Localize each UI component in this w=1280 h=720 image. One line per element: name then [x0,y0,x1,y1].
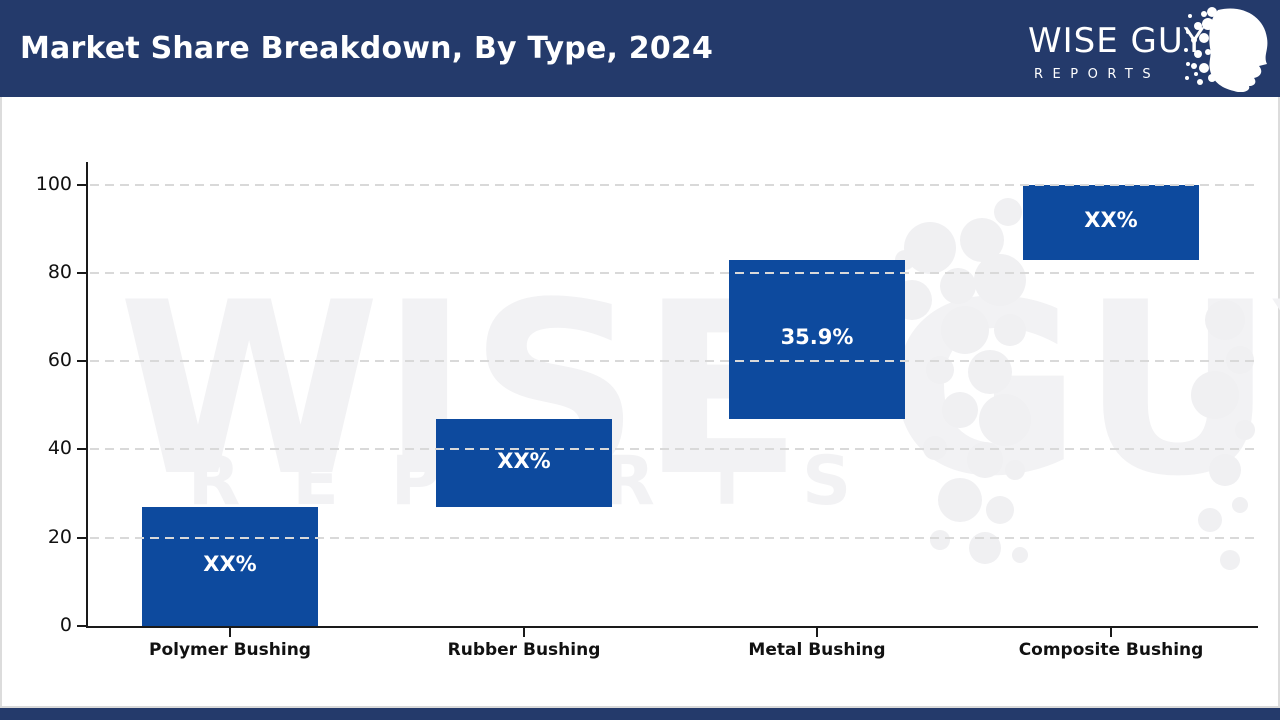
y-tick-100 [77,183,86,186]
x-tick-1 [523,628,525,637]
y-tick-label-20: 20 [47,525,72,548]
logo-tagline-text: REPORTS [1034,67,1160,82]
x-tick-3 [1110,628,1112,637]
y-tick-0 [77,625,86,627]
y-tick-label-60: 60 [47,349,72,372]
bar-value-label: XX% [497,448,551,473]
bar-value-label: XX% [1084,208,1138,233]
x-axis-line [86,626,1258,628]
bar-value-label: XX% [203,552,257,577]
bar-rubber-bushing: XX% [436,418,612,507]
x-category-label: Rubber Bushing [447,640,601,660]
y-tick-label-0: 0 [59,614,72,636]
wiseguy-logo-graphic: WISE GUY REPORTS [1028,7,1268,93]
footer-bar [0,706,1280,720]
bar-polymer-bushing: XX% [142,506,318,626]
gridline-60 [90,360,1254,363]
y-axis-line [86,162,88,628]
y-tick-label-80: 80 [47,260,72,283]
y-tick-40 [77,448,86,451]
gridline-100 [90,183,1254,186]
x-category-label: Metal Bushing [748,640,886,660]
x-tick-0 [229,628,231,637]
y-tick-label-40: 40 [47,437,72,460]
watermark-text: WISE GUY [118,252,1280,529]
bar-composite-bushing: XX% [1023,184,1199,261]
wiseguy-logo: WISE GUY REPORTS [1022,4,1272,93]
header-bar: Market Share Breakdown, By Type, 2024 WI… [0,0,1280,97]
x-category-label: Polymer Bushing [149,640,311,660]
y-tick-20 [77,536,86,539]
x-category-label: Composite Bushing [1018,640,1204,660]
logo-name-text: WISE GUY [1028,21,1206,61]
y-tick-60 [77,360,86,363]
y-tick-label-100: 100 [35,172,72,195]
y-tick-80 [77,271,86,274]
gridline-80 [90,271,1254,274]
logo-face-icon [1184,7,1268,93]
bar-metal-bushing: 35.9% [729,260,905,419]
gridline-40 [90,448,1254,451]
gridline-20 [90,536,1254,539]
page-title: Market Share Breakdown, By Type, 2024 [20,31,714,66]
bar-value-label: 35.9% [780,325,854,350]
x-tick-2 [816,628,818,637]
